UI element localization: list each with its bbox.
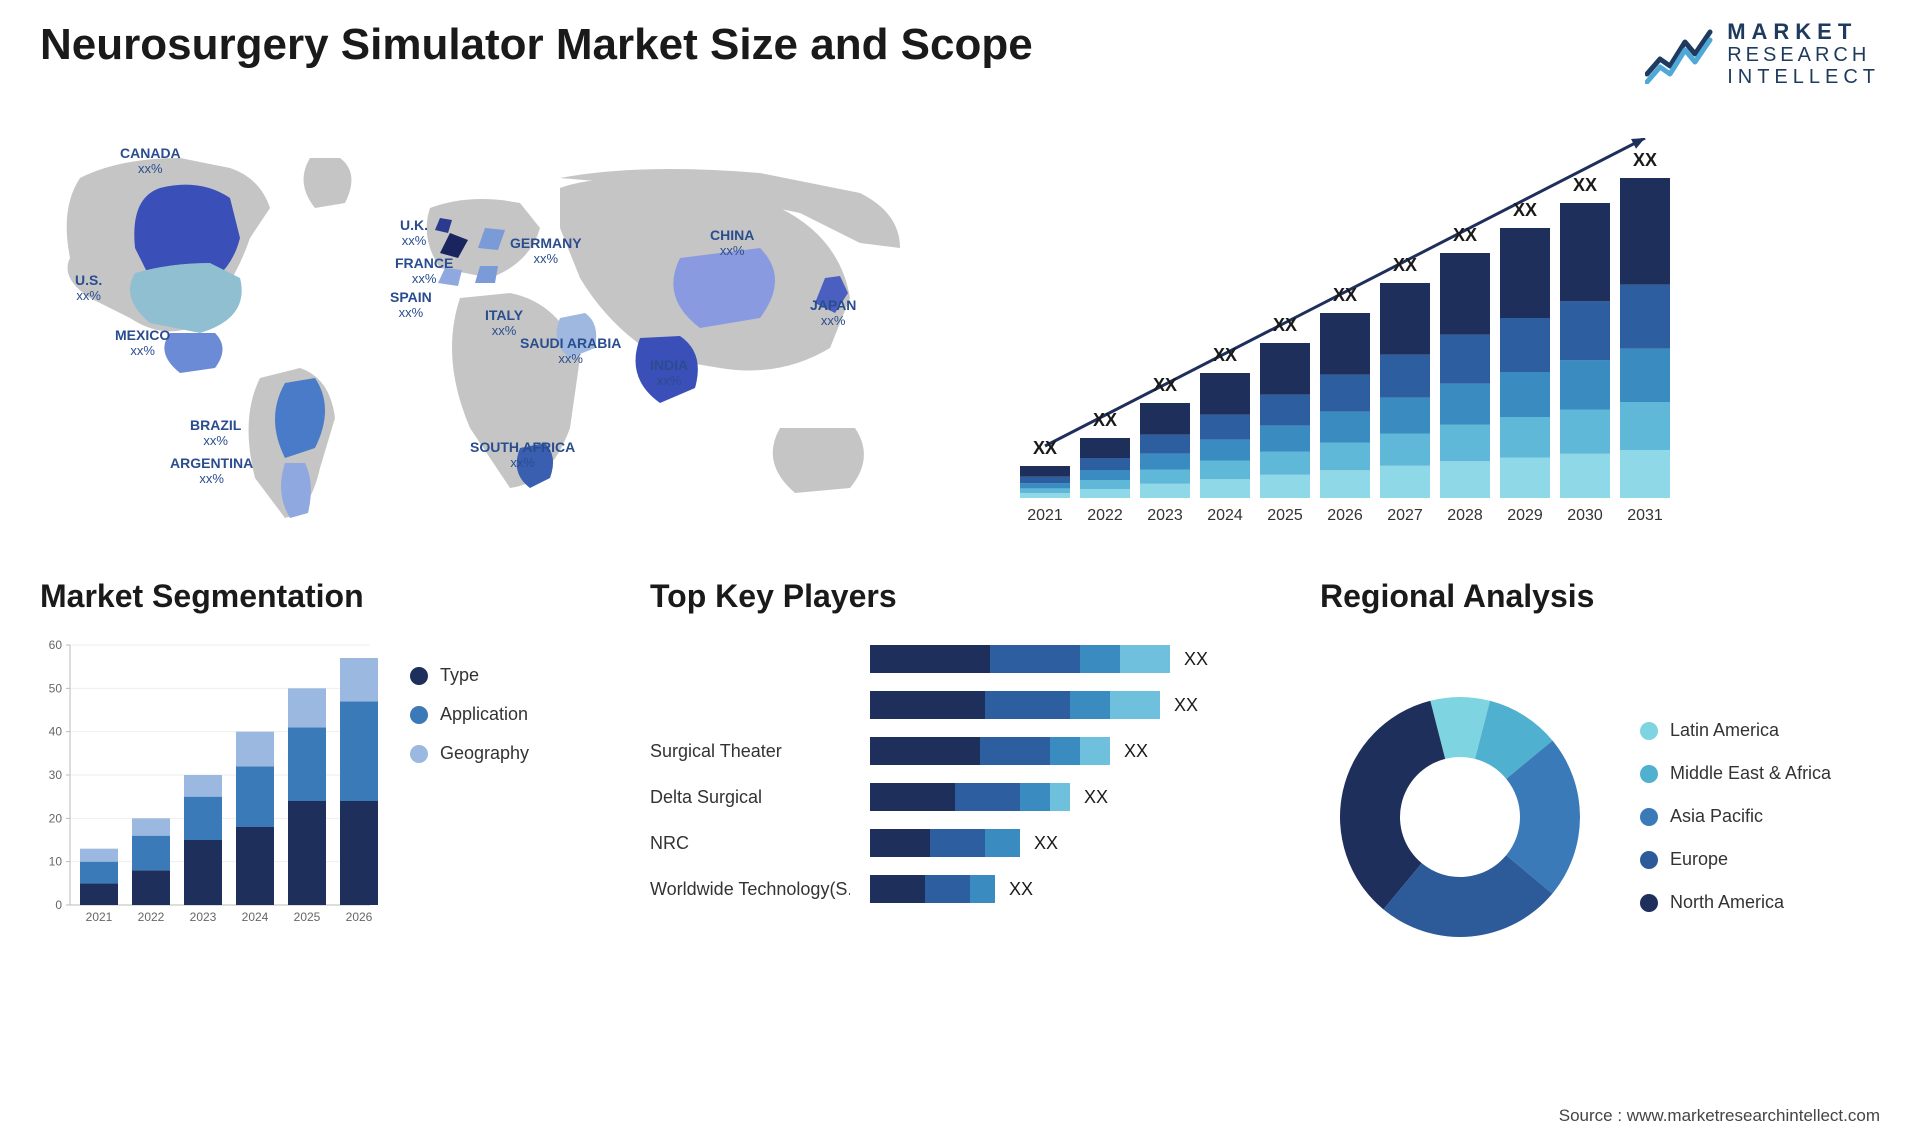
svg-text:2026: 2026: [346, 910, 373, 924]
logo-line3: INTELLECT: [1727, 66, 1880, 88]
svg-text:60: 60: [49, 638, 63, 652]
map-country-label: BRAZILxx%: [190, 418, 241, 448]
segmentation-legend: Type Application Geography: [410, 635, 529, 998]
legend-item: Asia Pacific: [1640, 806, 1831, 827]
svg-text:2024: 2024: [1207, 507, 1243, 524]
svg-text:2029: 2029: [1507, 507, 1543, 524]
map-country-label: SOUTH AFRICAxx%: [470, 440, 575, 470]
map-country-label: GERMANYxx%: [510, 236, 582, 266]
legend-item: Middle East & Africa: [1640, 763, 1831, 784]
svg-text:0: 0: [55, 898, 62, 912]
regional-legend: Latin America Middle East & Africa Asia Pa…: [1640, 720, 1831, 913]
segmentation-title: Market Segmentation: [40, 578, 600, 615]
growth-chart-panel: XX 2021 XX 2022 XX 2023 XX 2024 XX 2025 XX 2026 XX 20…: [1000, 118, 1880, 538]
svg-text:2022: 2022: [138, 910, 165, 924]
svg-text:2022: 2022: [1087, 507, 1123, 524]
map-country-label: U.K.xx%: [400, 218, 428, 248]
player-row-label: Surgical Theater: [650, 737, 850, 783]
svg-text:XX: XX: [1633, 150, 1657, 170]
svg-text:XX: XX: [1453, 225, 1477, 245]
svg-text:XX: XX: [1184, 649, 1208, 669]
svg-text:XX: XX: [1153, 375, 1177, 395]
svg-text:2024: 2024: [242, 910, 269, 924]
legend-item: Latin America: [1640, 720, 1831, 741]
svg-text:30: 30: [49, 768, 63, 782]
map-country-label: SAUDI ARABIAxx%: [520, 336, 621, 366]
svg-text:2023: 2023: [190, 910, 217, 924]
map-country-label: ARGENTINAxx%: [170, 456, 253, 486]
svg-text:2025: 2025: [1267, 507, 1303, 524]
svg-text:XX: XX: [1333, 285, 1357, 305]
svg-text:2025: 2025: [294, 910, 321, 924]
svg-text:XX: XX: [1213, 345, 1237, 365]
player-row-label: NRC: [650, 829, 850, 875]
map-country-label: SPAINxx%: [390, 290, 432, 320]
legend-item: North America: [1640, 892, 1831, 913]
svg-text:2023: 2023: [1147, 507, 1183, 524]
svg-text:XX: XX: [1513, 200, 1537, 220]
svg-text:2026: 2026: [1327, 507, 1363, 524]
svg-text:XX: XX: [1009, 879, 1033, 899]
source-attribution: Source : www.marketresearchintellect.com: [1559, 1106, 1880, 1126]
svg-text:XX: XX: [1273, 315, 1297, 335]
segmentation-stacked-bar-chart: 0 10 20 30 40 50 60 2021 2022 2023 2024 2025 2026: [40, 635, 380, 935]
svg-text:XX: XX: [1573, 175, 1597, 195]
svg-text:2027: 2027: [1387, 507, 1423, 524]
svg-text:XX: XX: [1124, 741, 1148, 761]
players-panel: Top Key Players Surgical TheaterDelta Su…: [650, 578, 1270, 998]
svg-text:2028: 2028: [1447, 507, 1483, 524]
svg-text:XX: XX: [1084, 787, 1108, 807]
players-title: Top Key Players: [650, 578, 1270, 615]
svg-text:2030: 2030: [1567, 507, 1603, 524]
legend-item: Geography: [410, 743, 529, 764]
legend-item: Application: [410, 704, 529, 725]
map-country-label: INDIAxx%: [650, 358, 688, 388]
logo-line1: MARKET: [1727, 20, 1880, 44]
player-row-label: Delta Surgical: [650, 783, 850, 829]
legend-item: Type: [410, 665, 529, 686]
map-country-label: ITALYxx%: [485, 308, 523, 338]
map-country-label: CHINAxx%: [710, 228, 754, 258]
svg-text:XX: XX: [1174, 695, 1198, 715]
svg-text:XX: XX: [1393, 255, 1417, 275]
player-row-label: [650, 691, 850, 737]
svg-text:XX: XX: [1033, 438, 1057, 458]
segmentation-panel: Market Segmentation 0 10 20 30 40 50 60 2021 202…: [40, 578, 600, 998]
map-country-label: U.S.xx%: [75, 273, 102, 303]
svg-text:XX: XX: [1093, 410, 1117, 430]
regional-title: Regional Analysis: [1320, 578, 1880, 615]
page-title: Neurosurgery Simulator Market Size and S…: [40, 20, 1033, 70]
svg-text:10: 10: [49, 855, 63, 869]
player-row-label: [650, 645, 850, 691]
players-hbar-chart: XX XX XX XX XX XX: [870, 635, 1270, 935]
player-row-label: Worldwide Technology(S.: [650, 875, 850, 921]
svg-text:50: 50: [49, 682, 63, 696]
svg-text:2021: 2021: [1027, 507, 1063, 524]
legend-item: Europe: [1640, 849, 1831, 870]
svg-text:2021: 2021: [86, 910, 113, 924]
players-labels: Surgical TheaterDelta SurgicalNRCWorldwi…: [650, 635, 850, 998]
growth-stacked-bar-chart: XX 2021 XX 2022 XX 2023 XX 2024 XX 2025 XX 2026 XX 20…: [1000, 138, 1880, 538]
regional-donut-chart: [1320, 677, 1600, 957]
map-country-label: MEXICOxx%: [115, 328, 170, 358]
logo-line2: RESEARCH: [1727, 44, 1880, 66]
svg-text:40: 40: [49, 725, 63, 739]
map-country-label: JAPANxx%: [810, 298, 856, 328]
svg-text:2031: 2031: [1627, 507, 1663, 524]
logo-mark-icon: [1645, 24, 1715, 84]
svg-text:20: 20: [49, 812, 63, 826]
map-country-label: FRANCExx%: [395, 256, 453, 286]
svg-text:XX: XX: [1034, 833, 1058, 853]
world-map-panel: CANADAxx% U.S.xx% MEXICOxx% BRAZILxx% ARGENT…: [40, 118, 960, 538]
brand-logo: MARKET RESEARCH INTELLECT: [1645, 20, 1880, 88]
regional-panel: Regional Analysis Latin America Middle Ea…: [1320, 578, 1880, 998]
map-country-label: CANADAxx%: [120, 146, 181, 176]
